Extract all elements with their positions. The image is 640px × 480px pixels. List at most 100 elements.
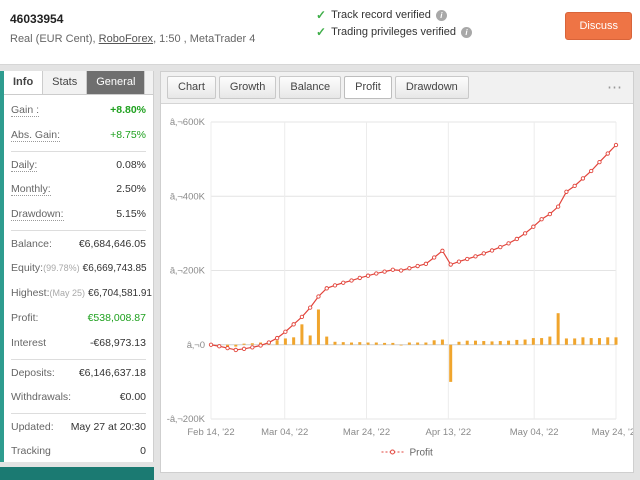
data-point-marker <box>407 266 412 271</box>
account-header: 46033954 Real (EUR Cent), RoboForex, 1:5… <box>0 0 640 65</box>
tab-chart[interactable]: Chart <box>167 76 216 99</box>
info-row-equity: Equity: (99.78%) €6,669,743.85 <box>11 262 147 274</box>
data-point-marker <box>250 345 255 350</box>
data-point-marker <box>349 278 354 283</box>
data-point-marker <box>613 142 619 148</box>
info-icon[interactable]: i <box>435 9 447 21</box>
data-point-marker <box>233 347 238 353</box>
profit-bar <box>325 336 329 345</box>
x-tick-label: May 04, '22 <box>510 427 559 438</box>
data-point-marker <box>547 211 553 217</box>
tab-info[interactable]: Info <box>4 71 44 94</box>
tab-stats[interactable]: Stats <box>43 71 88 94</box>
data-point-marker <box>341 280 346 285</box>
data-point-marker <box>274 335 280 341</box>
profit-chart-area: â‚¬600K â‚¬400K â‚¬200K â‚¬0 -â‚¬200K Feb 14,… <box>161 104 640 476</box>
profit-bar <box>440 339 444 345</box>
data-point-marker <box>531 224 536 229</box>
data-point-marker <box>357 275 362 281</box>
info-row-daily: Daily: 0.08% <box>11 151 146 176</box>
info-row-interest: Interest -€68,973.13 <box>11 337 146 349</box>
data-point-marker <box>324 286 329 291</box>
info-row-highest: Highest: (May 25) €6,704,581.91 <box>11 287 152 299</box>
x-tick-label: May 24, '22 <box>592 427 633 438</box>
info-row-withdrawals: Withdrawals: €0.00 <box>11 391 146 403</box>
info-icon[interactable]: i <box>461 26 472 38</box>
footer-accent-bar <box>0 467 154 480</box>
info-row-drawdown: Drawdown: 5.15% <box>11 208 146 221</box>
profit-bar <box>292 337 296 345</box>
data-point-marker <box>456 259 462 264</box>
profit-bar <box>341 342 345 345</box>
y-tick-label: â‚¬400K <box>170 191 206 202</box>
profit-bar <box>540 338 544 345</box>
tab-general[interactable]: General <box>87 71 146 94</box>
profit-bar <box>523 339 527 345</box>
data-point-marker <box>564 189 569 194</box>
tab-growth[interactable]: Growth <box>218 76 277 99</box>
profit-bar <box>581 337 585 345</box>
data-point-marker <box>597 159 602 165</box>
verification-badges: ✓ Track record verified i ✓ Trading priv… <box>316 9 472 43</box>
info-row-deposits: Deposits: €6,146,637.18 <box>11 359 146 384</box>
data-point-marker <box>415 263 420 269</box>
data-point-marker <box>448 262 453 267</box>
profit-bar <box>374 342 378 345</box>
profit-bar <box>515 339 519 345</box>
chart-tab-bar: Chart Growth Balance Profit Drawdown ⋯ <box>161 72 633 104</box>
account-type-text: Real (EUR Cent), <box>10 33 99 45</box>
discuss-button[interactable]: Discuss <box>565 12 632 40</box>
info-row-gain: Gain : +8.80% <box>11 104 146 117</box>
broker-link[interactable]: RoboForex <box>98 33 154 45</box>
data-point-marker <box>432 255 437 260</box>
profit-bar <box>597 338 601 345</box>
chart-legend: Profit <box>381 448 433 459</box>
trading-privileges-badge: ✓ Trading privileges verified i <box>316 26 472 38</box>
profit-bar <box>614 337 618 345</box>
profit-chart: â‚¬600K â‚¬400K â‚¬200K â‚¬0 -â‚¬200K Feb 14,… <box>167 117 640 459</box>
profit-bar <box>333 341 337 345</box>
data-point-marker <box>299 314 305 320</box>
more-options-icon[interactable]: ⋯ <box>607 79 623 96</box>
profit-bar <box>573 338 577 345</box>
data-point-marker <box>283 329 288 334</box>
data-point-marker <box>266 340 272 345</box>
x-tick-label: Apr 13, '22 <box>426 427 472 438</box>
info-row-tracking: Tracking 0 <box>11 445 146 457</box>
profit-bar <box>548 336 552 345</box>
y-tick-label: â‚¬200K <box>170 266 206 277</box>
data-point-marker <box>258 343 263 348</box>
profit-bar <box>391 342 395 345</box>
profit-bar <box>283 338 287 345</box>
tab-profit[interactable]: Profit <box>344 76 392 99</box>
profit-bar <box>556 313 560 345</box>
data-point-marker <box>217 344 222 349</box>
equity-percent: (99.78%) <box>43 263 80 273</box>
data-point-marker <box>332 283 338 288</box>
axis-labels: â‚¬600K â‚¬400K â‚¬200K â‚¬0 -â‚¬200K Feb 14,… <box>167 117 640 438</box>
profit-bar <box>490 341 494 345</box>
data-point-marker <box>440 248 445 253</box>
profit-bar <box>424 342 428 345</box>
profit-bar <box>226 344 230 347</box>
tab-balance[interactable]: Balance <box>279 76 342 99</box>
account-stats-list: Gain : +8.80% Abs. Gain: +8.75% Daily: 0… <box>4 95 153 463</box>
data-point-marker <box>423 261 429 266</box>
profit-bar <box>531 338 535 345</box>
track-record-badge: ✓ Track record verified i <box>316 9 472 21</box>
data-point-marker <box>539 217 544 222</box>
check-icon: ✓ <box>316 25 327 39</box>
data-point-marker <box>481 251 486 256</box>
y-tick-label: â‚¬600K <box>170 117 206 128</box>
account-description: Real (EUR Cent), RoboForex, 1:50 , MetaT… <box>10 33 255 45</box>
highest-date: (May 25) <box>49 288 86 298</box>
data-point-marker <box>589 168 594 174</box>
tab-drawdown[interactable]: Drawdown <box>394 76 469 99</box>
sidebar-tabs: Info Stats General <box>4 71 153 95</box>
info-row-updated: Updated: May 27 at 20:30 <box>11 413 146 438</box>
profit-bar <box>366 342 370 345</box>
data-point-marker <box>382 269 387 274</box>
data-point-marker <box>465 256 470 262</box>
data-point-marker <box>555 204 561 209</box>
